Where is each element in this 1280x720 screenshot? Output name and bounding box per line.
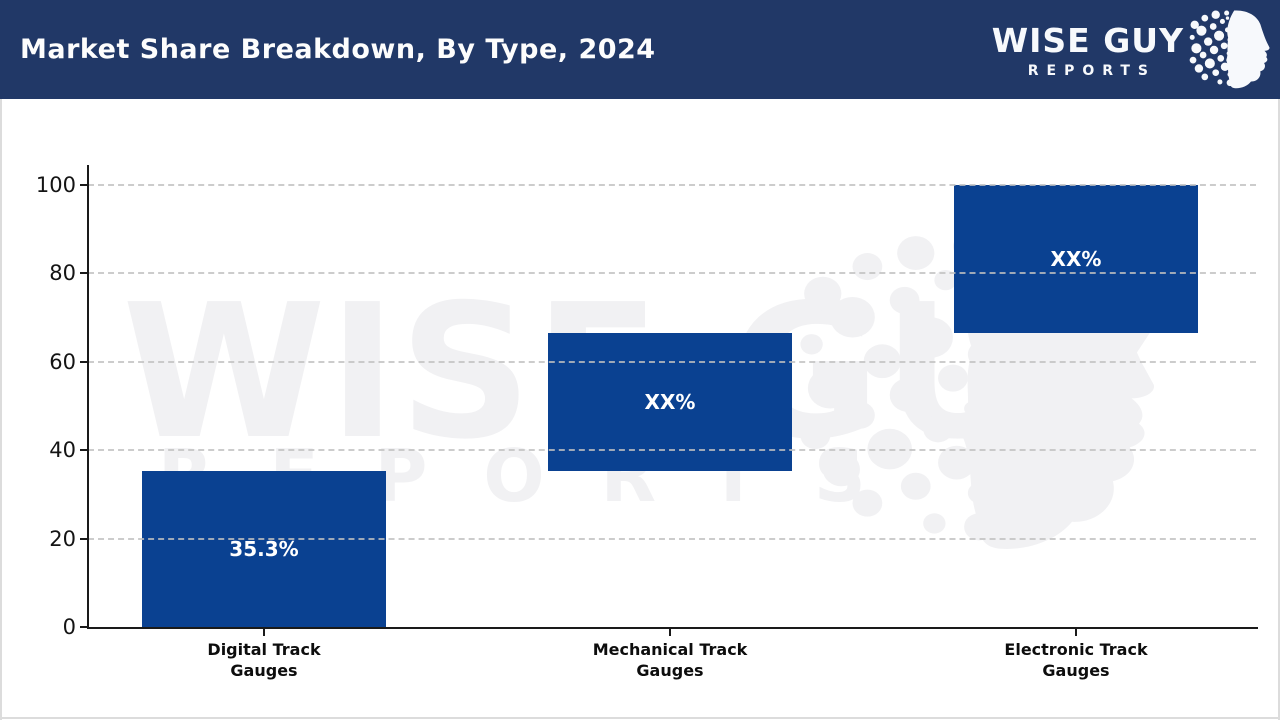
- x-tick-label-mechanical-track-gauges: Mechanical Track Gauges: [550, 639, 790, 681]
- wiseguy-face-icon: [1189, 10, 1270, 89]
- bar-mechanical-track-gauges: XX%: [548, 332, 792, 471]
- y-tick-mark-40: [80, 449, 88, 451]
- y-tick-label-20: 20: [49, 526, 76, 551]
- x-tick-label-line: Gauges: [1042, 661, 1110, 680]
- header-bar: Market Share Breakdown, By Type, 2024 WI…: [0, 0, 1280, 99]
- y-axis-spine: [87, 165, 89, 629]
- chart-title: Market Share Breakdown, By Type, 2024: [20, 34, 656, 65]
- y-tick-label-60: 60: [49, 349, 76, 374]
- x-tick-mark-mechanical-track-gauges: [669, 629, 671, 636]
- x-tick-label-line: Electronic Track: [1004, 640, 1148, 659]
- logo-wiseguy-text: WISE GUY: [991, 21, 1184, 60]
- y-tick-label-80: 80: [49, 261, 76, 285]
- gridline-y-20: [88, 537, 1256, 540]
- x-tick-mark-electronic-track-gauges: [1075, 629, 1077, 636]
- y-tick-label-0: 0: [62, 615, 76, 639]
- page-left-border: [0, 99, 2, 720]
- x-tick-label-line: Gauges: [230, 661, 298, 680]
- x-tick-label-digital-track-gauges: Digital Track Gauges: [144, 639, 384, 681]
- gridline-y-40: [88, 449, 1256, 451]
- bar-digital-track-gauges: 35.3%: [142, 470, 386, 627]
- y-tick-label-100: 100: [35, 172, 76, 197]
- y-tick-label-40: 40: [49, 438, 76, 462]
- gridline-y-100: [88, 183, 1256, 186]
- page-bottom-border: [0, 717, 1280, 719]
- y-tick-mark-100: [80, 183, 88, 186]
- page-right-border: [1278, 99, 1280, 720]
- bar-value-label-electronic-track-gauges: XX%: [1050, 246, 1102, 271]
- x-axis-spine: [87, 627, 1258, 629]
- y-tick-mark-80: [80, 272, 88, 274]
- y-tick-mark-20: [80, 537, 88, 540]
- x-tick-label-line: Mechanical Track: [592, 640, 748, 659]
- bar-value-label-digital-track-gauges: 35.3%: [229, 536, 299, 561]
- x-tick-label-electronic-track-gauges: Electronic Track Gauges: [956, 639, 1196, 681]
- bar-electronic-track-gauges: XX%: [954, 184, 1198, 333]
- gridline-y-60: [88, 360, 1256, 363]
- y-tick-mark-60: [80, 360, 88, 363]
- bar-value-label-mechanical-track-gauges: XX%: [644, 389, 696, 414]
- x-tick-label-line: Digital Track: [207, 640, 321, 659]
- x-tick-mark-digital-track-gauges: [263, 629, 265, 636]
- logo-reports-text: REPORTS: [1027, 63, 1157, 79]
- y-tick-mark-0: [80, 626, 88, 628]
- logo-text-block: WISE GUY REPORTS: [992, 21, 1184, 79]
- x-tick-label-line: Gauges: [636, 661, 704, 680]
- gridline-y-80: [88, 272, 1256, 274]
- wiseguy-logo: WISE GUY REPORTS: [992, 4, 1272, 96]
